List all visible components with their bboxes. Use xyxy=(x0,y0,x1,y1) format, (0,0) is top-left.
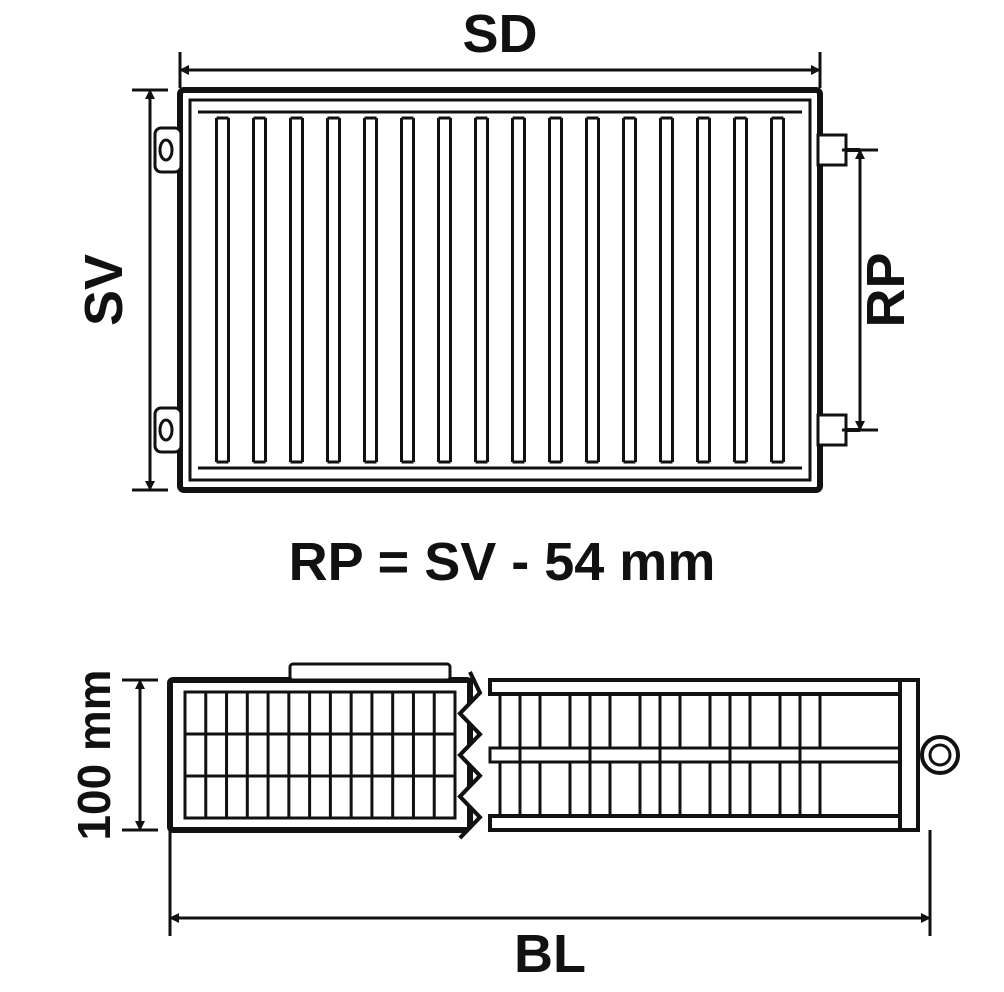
top-panel-back xyxy=(490,816,900,830)
top-endcap xyxy=(900,680,918,830)
label-sd: SD xyxy=(462,4,537,64)
top-connection-inner xyxy=(930,745,950,765)
top-panel-mid xyxy=(490,748,900,762)
label-depth: 100 mm xyxy=(68,670,120,841)
front-bracket-hole xyxy=(160,420,172,440)
front-connection xyxy=(818,135,846,165)
label-sv: SV xyxy=(74,254,134,326)
front-body xyxy=(180,90,820,490)
top-cap xyxy=(290,664,450,680)
label-rp: RP xyxy=(856,252,916,327)
front-bracket-hole xyxy=(160,140,172,160)
label-formula: RP = SV - 54 mm xyxy=(289,532,716,592)
top-panel-front xyxy=(490,680,900,694)
front-connection xyxy=(818,415,846,445)
front-body-inner xyxy=(190,100,810,480)
top-body-left xyxy=(170,680,470,830)
label-bl: BL xyxy=(514,924,586,984)
